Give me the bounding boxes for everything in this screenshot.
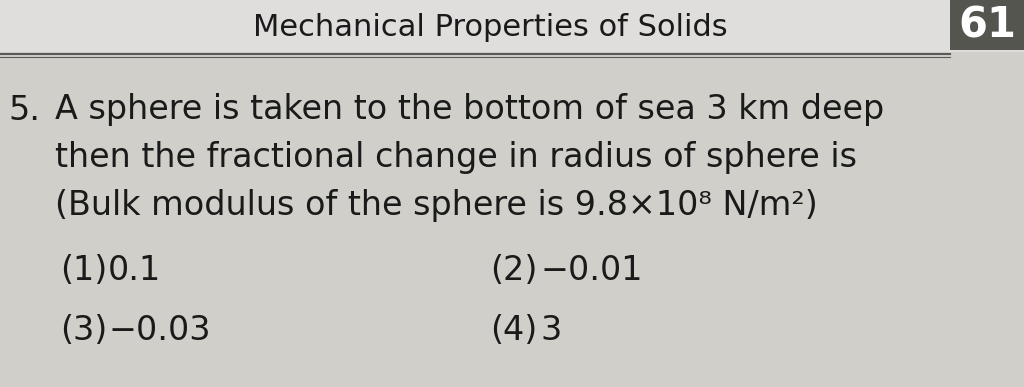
Text: A sphere is taken to the bottom of sea 3 km deep: A sphere is taken to the bottom of sea 3… <box>55 94 885 127</box>
Text: (4): (4) <box>490 313 538 346</box>
Text: (Bulk modulus of the sphere is 9.8×10⁸ N/m²): (Bulk modulus of the sphere is 9.8×10⁸ N… <box>55 188 818 221</box>
Text: 0.1: 0.1 <box>108 253 161 286</box>
Text: −0.03: −0.03 <box>108 313 211 346</box>
Text: 61: 61 <box>958 4 1016 46</box>
Text: 3: 3 <box>540 313 561 346</box>
Bar <box>0 0 1024 52</box>
Text: (2): (2) <box>490 253 538 286</box>
Text: (3): (3) <box>60 313 108 346</box>
Text: 5.: 5. <box>8 94 40 127</box>
Text: (1): (1) <box>60 253 108 286</box>
Text: −0.01: −0.01 <box>540 253 642 286</box>
Text: then the fractional change in radius of sphere is: then the fractional change in radius of … <box>55 142 857 175</box>
Bar <box>950 0 1024 50</box>
Text: Mechanical Properties of Solids: Mechanical Properties of Solids <box>253 14 727 43</box>
